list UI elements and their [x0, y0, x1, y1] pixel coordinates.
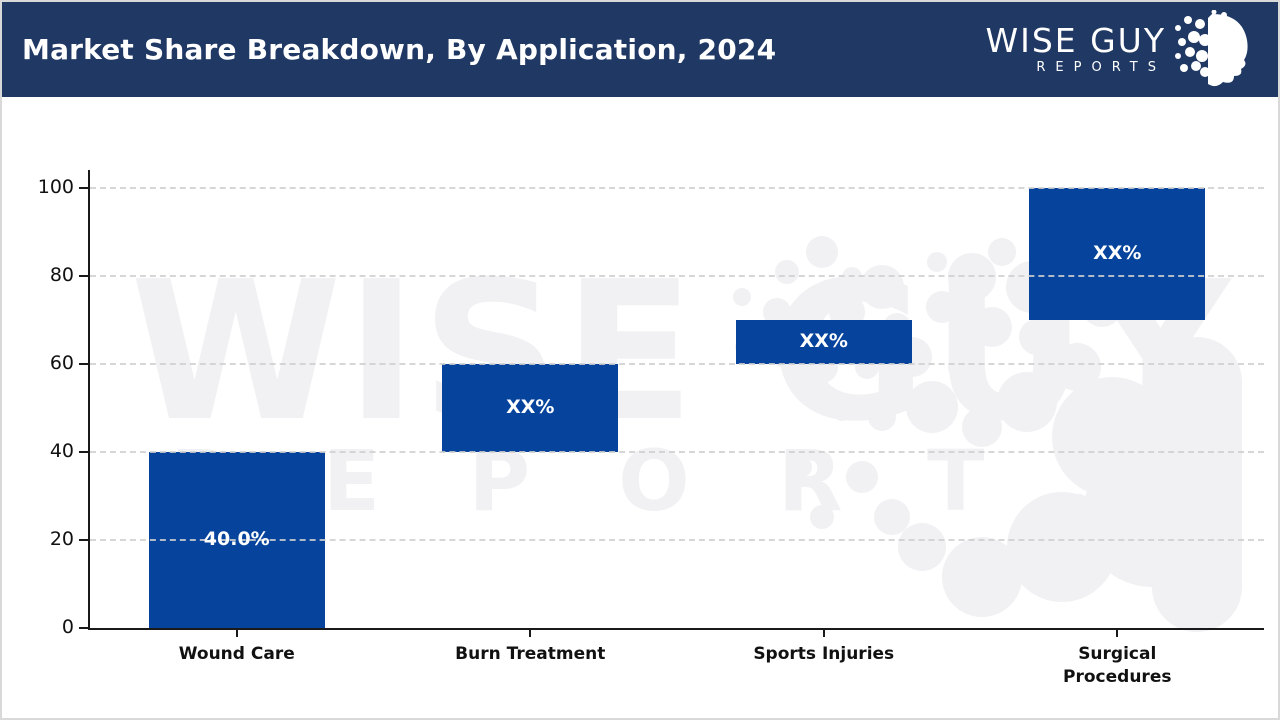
bar-value-label: XX% [1093, 242, 1142, 264]
x-axis-category-label: Wound Care [178, 644, 295, 664]
bar-value-label: XX% [506, 396, 555, 418]
brand-face-icon [1175, 9, 1248, 86]
x-tick-mark [822, 628, 825, 637]
y-axis-tick-label: 0 [61, 616, 74, 638]
y-tick-mark [79, 451, 88, 453]
x-axis-category-label: Burn Treatment [455, 644, 606, 664]
y-tick-mark [79, 539, 88, 541]
y-tick-mark [79, 627, 88, 629]
x-tick-mark [235, 628, 238, 637]
y-gridline [90, 275, 1264, 277]
watermark-subtext: REPORTS [170, 432, 1222, 530]
y-axis-tick-label: 20 [49, 528, 74, 550]
brand-subtitle: REPORTS [1036, 60, 1166, 75]
bar-surgical-procedures [1029, 188, 1206, 320]
brand-logo: WISE GUY REPORTS [985, 9, 1252, 90]
y-tick-mark [79, 363, 88, 365]
bar-value-label: XX% [799, 330, 848, 352]
y-gridline [90, 451, 1264, 453]
waterfall-chart: WISE GUY REPORTS 0 20 40 60 [2, 97, 1278, 718]
bar-burn-treatment [442, 364, 619, 452]
y-axis-tick-label: 60 [49, 352, 74, 374]
bar-sports-injuries [735, 320, 912, 364]
brand-logo-text: WISE GUY REPORTS [985, 24, 1166, 75]
x-axis-category-label: Surgical Procedures [1063, 644, 1172, 687]
x-tick-mark [529, 628, 532, 637]
x-axis-line [88, 628, 1264, 630]
y-axis-line [88, 170, 90, 628]
brand-name: WISE GUY [985, 21, 1166, 60]
x-axis-category-label: Sports Injuries [753, 644, 895, 664]
y-gridline [90, 539, 1264, 541]
y-axis-tick-label: 80 [49, 264, 74, 286]
app-header: Market Share Breakdown, By Application, … [2, 2, 1278, 97]
y-tick-mark [79, 275, 88, 277]
y-gridline [90, 363, 1264, 365]
y-axis-tick-label: 40 [49, 440, 74, 462]
bar-value-label: 40.0% [203, 528, 270, 550]
y-axis-tick-label: 100 [37, 176, 74, 198]
y-tick-mark [79, 187, 88, 189]
y-gridline [90, 187, 1264, 189]
x-tick-mark [1116, 628, 1119, 637]
page-title: Market Share Breakdown, By Application, … [22, 33, 777, 66]
